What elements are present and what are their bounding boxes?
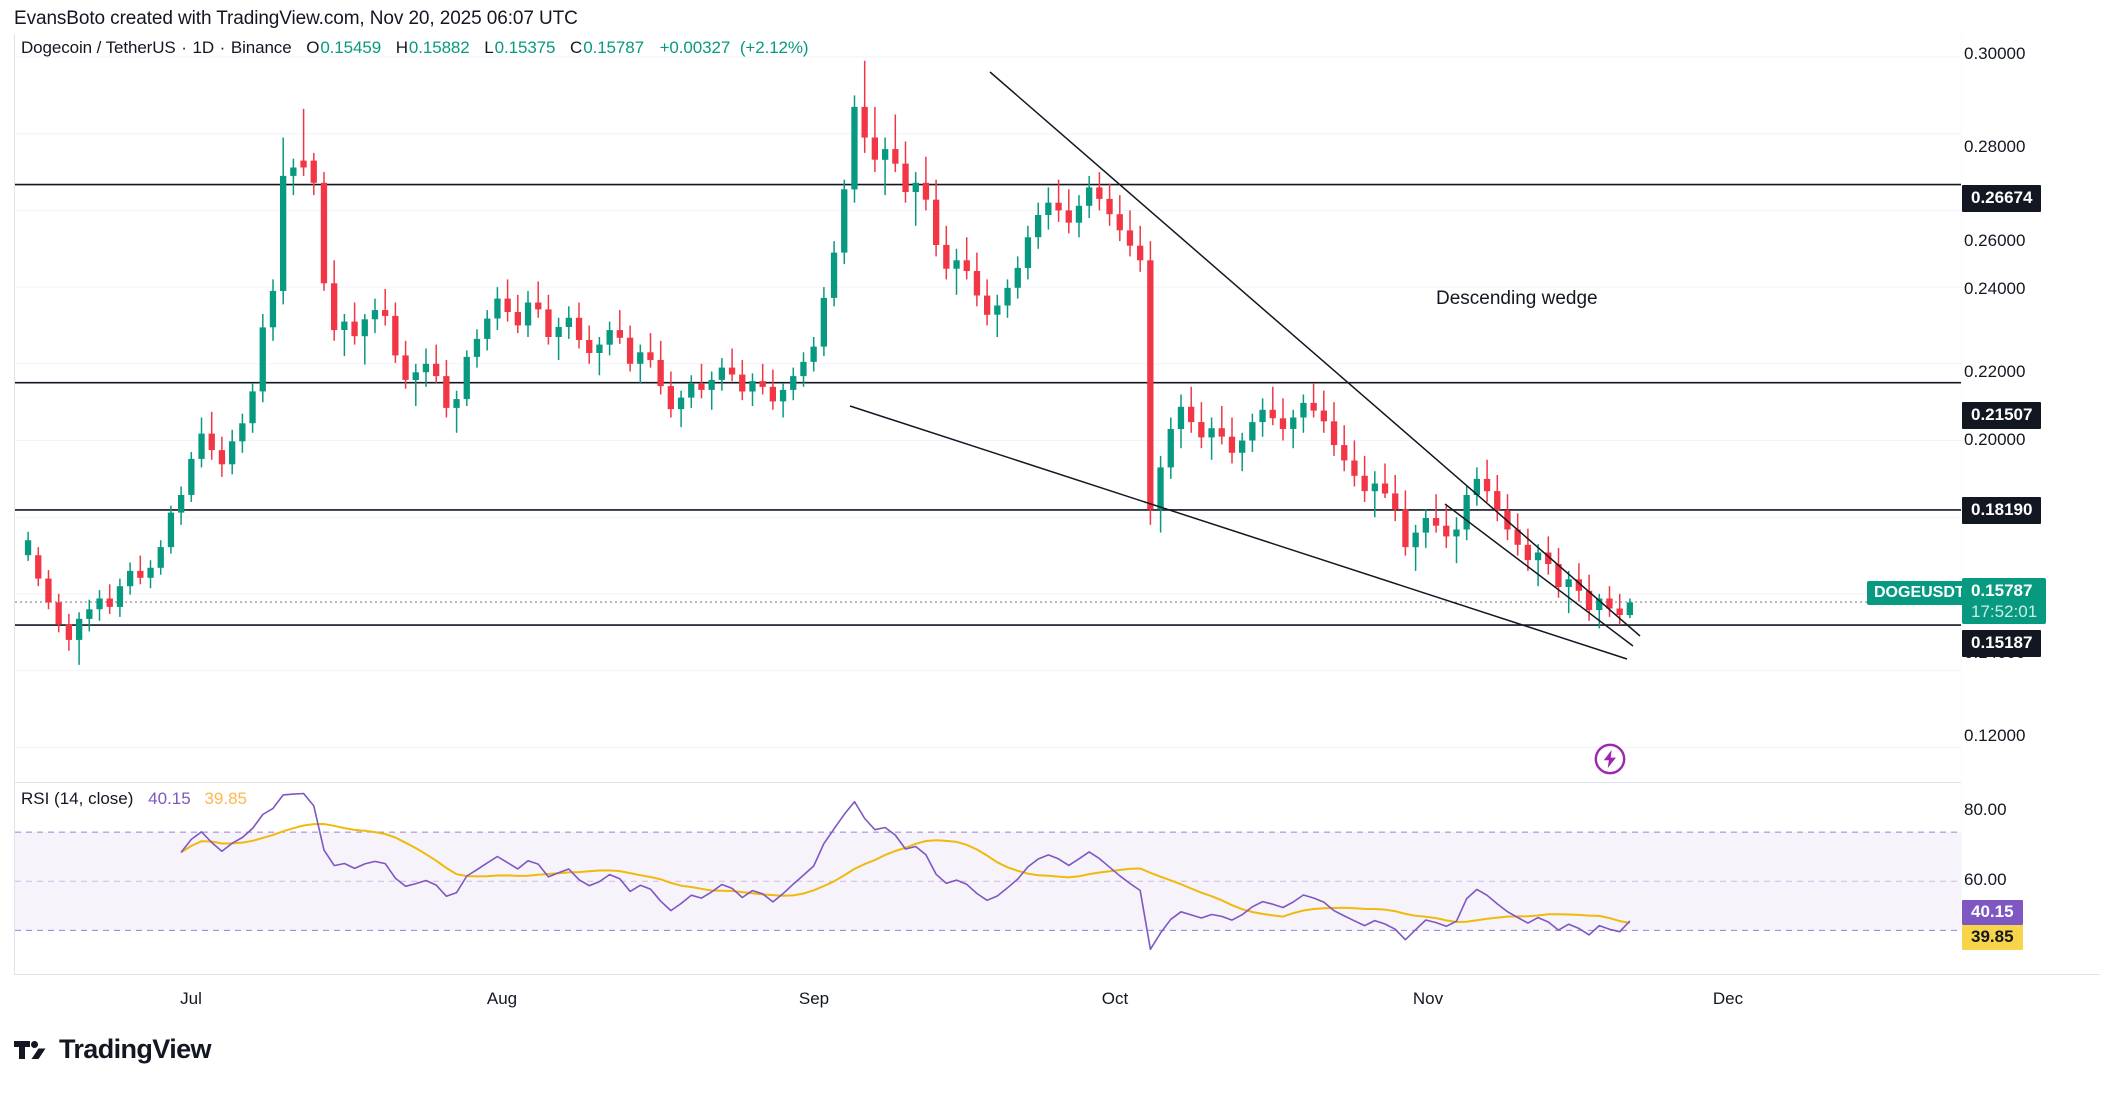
legend-low-label: L — [484, 38, 494, 57]
legend-close-value: 0.15787 — [583, 38, 644, 57]
time-axis-tick-jul: Jul — [180, 989, 202, 1008]
price-pane[interactable]: Dogecoin / TetherUS · 1D · Binance O0.15… — [15, 34, 1961, 778]
legend-open-label: O — [306, 38, 320, 57]
price-axis-badge-1: 0.21507 — [1962, 402, 2042, 429]
rsi-axis-label-1: 60.00 — [1964, 870, 2007, 889]
price-axis-badge-3: 0.15187 — [1962, 630, 2042, 657]
price-plot — [15, 56, 1961, 748]
legend-interval[interactable]: 1D — [192, 38, 215, 57]
rsi-value: 40.15 — [148, 789, 191, 808]
legend-sep-2: · — [219, 38, 226, 57]
price-axis-badge-2: 0.18190 — [1962, 497, 2042, 524]
time-axis-tick-dec: Dec — [1712, 989, 1744, 1008]
rsi-ma-value: 39.85 — [204, 789, 247, 808]
symbol-tag[interactable]: DOGEUSDT — [1867, 581, 1972, 605]
rsi-axis-badge-0: 40.15 — [1962, 900, 2023, 925]
legend-open-value: 0.15459 — [320, 38, 382, 57]
legend-symbol[interactable]: Dogecoin / TetherUS — [21, 38, 176, 57]
tradingview-logo-icon — [14, 1040, 46, 1059]
tradingview-brand: TradingView — [59, 1034, 212, 1064]
rsi-axis-label-0: 80.00 — [1964, 800, 2007, 819]
current-price-value: 0.15787 — [1971, 581, 2033, 600]
price-axis-label-0: 0.30000 — [1964, 44, 2026, 63]
price-axis-label-3: 0.24000 — [1964, 279, 2026, 298]
rsi-axis-badge-1: 39.85 — [1962, 925, 2023, 950]
legend-exchange[interactable]: Binance — [230, 38, 292, 57]
legend-sep-1: · — [181, 38, 187, 57]
legend-high-value: 0.15882 — [408, 38, 470, 57]
legend-change-pct: (+2.12%) — [739, 38, 809, 57]
rsi-plot — [15, 792, 1961, 951]
time-axis-tick-sep: Sep — [798, 989, 830, 1008]
time-axis-tick-nov: Nov — [1412, 989, 1444, 1008]
price-axis-label-1: 0.28000 — [1964, 137, 2026, 156]
bar-countdown: 17:52:01 — [1971, 602, 2038, 621]
price-axis-label-4: 0.22000 — [1964, 362, 2026, 381]
legend-close-label: C — [570, 38, 583, 57]
price-axis-label-7: 0.12000 — [1964, 726, 2026, 745]
legend-change: +0.00327 — [659, 38, 731, 57]
time-axis-tick-oct: Oct — [1101, 989, 1129, 1008]
legend-low-value: 0.15375 — [494, 38, 556, 57]
price-axis[interactable] — [1961, 34, 2101, 954]
price-axis-badge-0: 0.26674 — [1962, 185, 2042, 212]
price-axis-label-2: 0.26000 — [1964, 231, 2026, 250]
legend-high-label: H — [395, 38, 408, 57]
chart-frame: Dogecoin / TetherUS · 1D · Binance O0.15… — [14, 34, 2100, 974]
current-price-badge[interactable]: 0.15787 17:52:01 — [1962, 578, 2047, 624]
tradingview-footer: TradingView — [14, 1034, 212, 1065]
annotation-descending-wedge: Descending wedge — [1436, 288, 1598, 309]
chart-legend: Dogecoin / TetherUS · 1D · Binance O0.15… — [21, 38, 809, 58]
attribution-text: EvansBoto created with TradingView.com, … — [14, 8, 578, 29]
price-axis-label-5: 0.20000 — [1964, 430, 2026, 449]
time-axis-tick-aug: Aug — [486, 989, 518, 1008]
rsi-legend: RSI (14, close) 40.15 39.85 — [21, 789, 247, 809]
rsi-title[interactable]: RSI (14, close) — [21, 789, 134, 808]
lightning-bolt-icon[interactable] — [1593, 742, 1627, 776]
time-axis[interactable]: Jul Aug Sep Oct Nov Dec — [14, 974, 2100, 1020]
rsi-pane[interactable]: RSI (14, close) 40.15 39.85 — [15, 782, 1961, 954]
